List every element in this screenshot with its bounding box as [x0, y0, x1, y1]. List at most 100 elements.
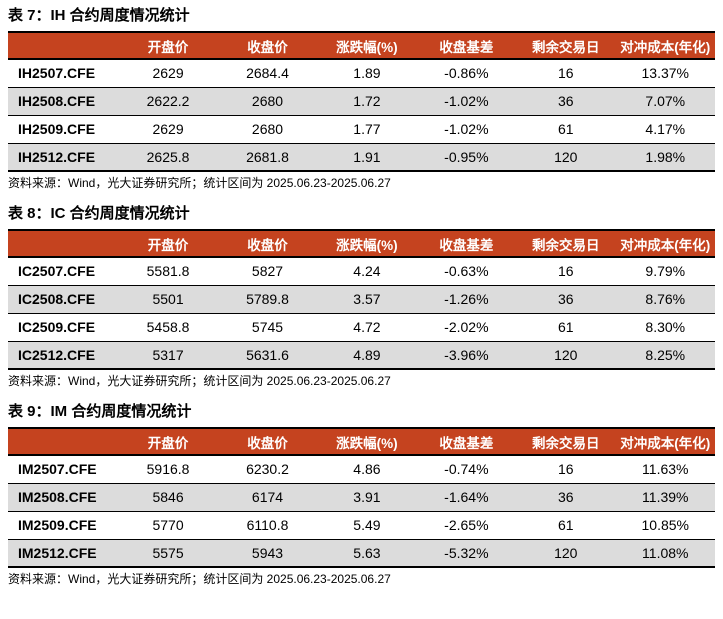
- header-cell-close-price: 收盘价: [217, 32, 318, 60]
- cell-contract-code: IH2512.CFE: [8, 142, 119, 171]
- cell-close-basis: -1.64%: [416, 482, 517, 511]
- header-cell-open-price: 开盘价: [118, 230, 218, 258]
- cell-contract-code: IM2512.CFE: [8, 538, 119, 567]
- cell-close-basis: -1.02%: [416, 114, 517, 143]
- cell-close-price: 2680: [217, 114, 318, 143]
- table-row: IM2507.CFE 5916.8 6230.2 4.86 -0.74% 16 11.63%: [8, 454, 715, 483]
- table-row: IC2507.CFE 5581.8 5827 4.24 -0.63% 16 9.79%: [8, 256, 715, 285]
- table-body: IH2507.CFE 2629 2684.4 1.89 -0.86% 16 13.37% IH…: [8, 58, 715, 171]
- cell-contract-code: IC2507.CFE: [8, 256, 119, 285]
- table-section-ih: 表 7：IH 合约周度情况统计 开盘价 收盘价 涨跌幅(%) 收盘基差 剩余交易…: [8, 6, 715, 191]
- table-header: 开盘价 收盘价 涨跌幅(%) 收盘基差 剩余交易日 对冲成本(年化): [8, 32, 715, 60]
- cell-open-price: 5770: [118, 510, 218, 539]
- cell-hedge-cost: 11.63%: [615, 454, 715, 483]
- cell-close-price: 5745: [217, 312, 318, 341]
- table-row: IC2509.CFE 5458.8 5745 4.72 -2.02% 61 8.30%: [8, 312, 715, 341]
- cell-hedge-cost: 11.39%: [615, 482, 715, 511]
- header-cell-close-price: 收盘价: [217, 230, 318, 258]
- header-row: 开盘价 收盘价 涨跌幅(%) 收盘基差 剩余交易日 对冲成本(年化): [8, 428, 715, 456]
- table-body: IM2507.CFE 5916.8 6230.2 4.86 -0.74% 16 11.63%…: [8, 454, 715, 567]
- cell-remaining-days: 16: [516, 256, 616, 285]
- header-cell-remaining-days: 剩余交易日: [516, 428, 616, 456]
- source-note: 资料来源：Wind，光大证券研究所；统计区间为 2025.06.23-2025.…: [8, 572, 391, 586]
- table-header: 开盘价 收盘价 涨跌幅(%) 收盘基差 剩余交易日 对冲成本(年化): [8, 230, 715, 258]
- cell-contract-code: IH2509.CFE: [8, 114, 119, 143]
- cell-close-basis: -2.65%: [416, 510, 517, 539]
- cell-change-pct: 1.72: [317, 86, 417, 115]
- header-cell-remaining-days: 剩余交易日: [516, 230, 616, 258]
- cell-close-price: 5827: [217, 256, 318, 285]
- table-row: IC2512.CFE 5317 5631.6 4.89 -3.96% 120 8.25%: [8, 340, 715, 369]
- table-title-im: 表 9：IM 合约周度情况统计: [8, 403, 192, 420]
- cell-contract-code: IH2507.CFE: [8, 58, 119, 87]
- table-row: IH2512.CFE 2625.8 2681.8 1.91 -0.95% 120 1.98%: [8, 142, 715, 171]
- cell-close-basis: -1.26%: [416, 284, 517, 313]
- cell-hedge-cost: 11.08%: [615, 538, 715, 567]
- cell-open-price: 2622.2: [118, 86, 218, 115]
- futures-table-ih: 开盘价 收盘价 涨跌幅(%) 收盘基差 剩余交易日 对冲成本(年化) IH250…: [8, 31, 715, 172]
- futures-table-ic: 开盘价 收盘价 涨跌幅(%) 收盘基差 剩余交易日 对冲成本(年化) IC250…: [8, 229, 715, 370]
- cell-change-pct: 5.49: [317, 510, 417, 539]
- header-cell-open-price: 开盘价: [118, 32, 218, 60]
- header-cell-change-pct: 涨跌幅(%): [317, 428, 417, 456]
- cell-open-price: 2629: [118, 58, 218, 87]
- cell-open-price: 2629: [118, 114, 218, 143]
- header-cell-close-basis: 收盘基差: [416, 230, 517, 258]
- cell-open-price: 5575: [118, 538, 218, 567]
- cell-close-price: 5943: [217, 538, 318, 567]
- cell-contract-code: IC2512.CFE: [8, 340, 119, 369]
- cell-remaining-days: 16: [516, 58, 616, 87]
- cell-close-basis: -3.96%: [416, 340, 517, 369]
- header-cell-close-basis: 收盘基差: [416, 428, 517, 456]
- header-cell-hedge-cost: 对冲成本(年化): [615, 32, 715, 60]
- cell-hedge-cost: 9.79%: [615, 256, 715, 285]
- cell-open-price: 5458.8: [118, 312, 218, 341]
- table-title-ic: 表 8：IC 合约周度情况统计: [8, 205, 190, 222]
- table-row: IH2509.CFE 2629 2680 1.77 -1.02% 61 4.17%: [8, 114, 715, 143]
- cell-remaining-days: 36: [516, 86, 616, 115]
- cell-remaining-days: 120: [516, 340, 616, 369]
- cell-change-pct: 4.86: [317, 454, 417, 483]
- cell-remaining-days: 61: [516, 312, 616, 341]
- header-row: 开盘价 收盘价 涨跌幅(%) 收盘基差 剩余交易日 对冲成本(年化): [8, 230, 715, 258]
- cell-open-price: 5581.8: [118, 256, 218, 285]
- cell-close-basis: -1.02%: [416, 86, 517, 115]
- header-cell-contract: [8, 428, 119, 456]
- cell-hedge-cost: 1.98%: [615, 142, 715, 171]
- cell-contract-code: IM2507.CFE: [8, 454, 119, 483]
- cell-remaining-days: 120: [516, 142, 616, 171]
- cell-change-pct: 3.57: [317, 284, 417, 313]
- cell-close-price: 5631.6: [217, 340, 318, 369]
- table-section-ic: 表 8：IC 合约周度情况统计 开盘价 收盘价 涨跌幅(%) 收盘基差 剩余交易…: [8, 204, 715, 389]
- cell-hedge-cost: 8.25%: [615, 340, 715, 369]
- header-cell-open-price: 开盘价: [118, 428, 218, 456]
- cell-close-price: 6110.8: [217, 510, 318, 539]
- table-row: IM2509.CFE 5770 6110.8 5.49 -2.65% 61 10.85%: [8, 510, 715, 539]
- cell-change-pct: 1.91: [317, 142, 417, 171]
- cell-change-pct: 1.89: [317, 58, 417, 87]
- cell-remaining-days: 16: [516, 454, 616, 483]
- cell-hedge-cost: 8.76%: [615, 284, 715, 313]
- table-row: IC2508.CFE 5501 5789.8 3.57 -1.26% 36 8.76%: [8, 284, 715, 313]
- cell-remaining-days: 36: [516, 482, 616, 511]
- cell-hedge-cost: 13.37%: [615, 58, 715, 87]
- cell-change-pct: 4.72: [317, 312, 417, 341]
- cell-close-basis: -0.74%: [416, 454, 517, 483]
- source-note: 资料来源：Wind，光大证券研究所；统计区间为 2025.06.23-2025.…: [8, 176, 391, 190]
- cell-contract-code: IC2509.CFE: [8, 312, 119, 341]
- futures-table-im: 开盘价 收盘价 涨跌幅(%) 收盘基差 剩余交易日 对冲成本(年化) IM250…: [8, 427, 715, 568]
- cell-change-pct: 4.24: [317, 256, 417, 285]
- header-cell-change-pct: 涨跌幅(%): [317, 32, 417, 60]
- cell-close-price: 2681.8: [217, 142, 318, 171]
- cell-close-price: 2680: [217, 86, 318, 115]
- header-cell-hedge-cost: 对冲成本(年化): [615, 428, 715, 456]
- cell-contract-code: IM2508.CFE: [8, 482, 119, 511]
- table-row: IM2508.CFE 5846 6174 3.91 -1.64% 36 11.39%: [8, 482, 715, 511]
- cell-hedge-cost: 10.85%: [615, 510, 715, 539]
- cell-hedge-cost: 8.30%: [615, 312, 715, 341]
- cell-contract-code: IH2508.CFE: [8, 86, 119, 115]
- header-row: 开盘价 收盘价 涨跌幅(%) 收盘基差 剩余交易日 对冲成本(年化): [8, 32, 715, 60]
- cell-close-basis: -0.63%: [416, 256, 517, 285]
- cell-remaining-days: 61: [516, 114, 616, 143]
- cell-open-price: 2625.8: [118, 142, 218, 171]
